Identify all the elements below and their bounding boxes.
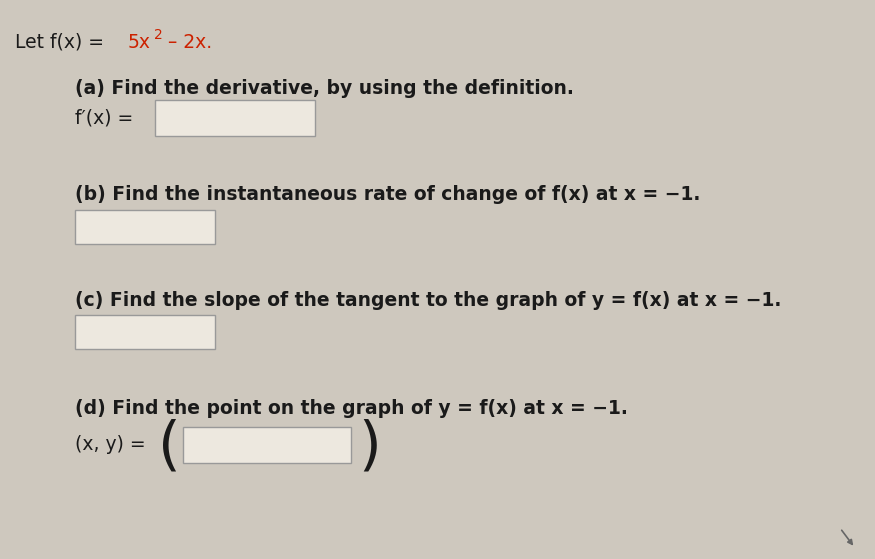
Text: 5x: 5x xyxy=(128,32,151,51)
FancyBboxPatch shape xyxy=(183,427,351,463)
Text: 2: 2 xyxy=(154,28,163,42)
FancyBboxPatch shape xyxy=(75,315,215,349)
FancyBboxPatch shape xyxy=(75,210,215,244)
Text: – 2x.: – 2x. xyxy=(162,32,212,51)
Text: (x, y) =: (x, y) = xyxy=(75,435,145,454)
Text: (d) Find the point on the graph of y = f(x) at x = −1.: (d) Find the point on the graph of y = f… xyxy=(75,399,628,418)
Text: (a) Find the derivative, by using the definition.: (a) Find the derivative, by using the de… xyxy=(75,78,574,97)
Text: f′(x) =: f′(x) = xyxy=(75,108,133,127)
Text: (: ( xyxy=(158,419,181,476)
Text: ): ) xyxy=(358,419,381,476)
FancyBboxPatch shape xyxy=(155,100,315,136)
Text: (b) Find the instantaneous rate of change of f(x) at x = −1.: (b) Find the instantaneous rate of chang… xyxy=(75,186,700,205)
Text: (c) Find the slope of the tangent to the graph of y = f(x) at x = −1.: (c) Find the slope of the tangent to the… xyxy=(75,291,781,310)
Text: Let f(x) =: Let f(x) = xyxy=(15,32,110,51)
